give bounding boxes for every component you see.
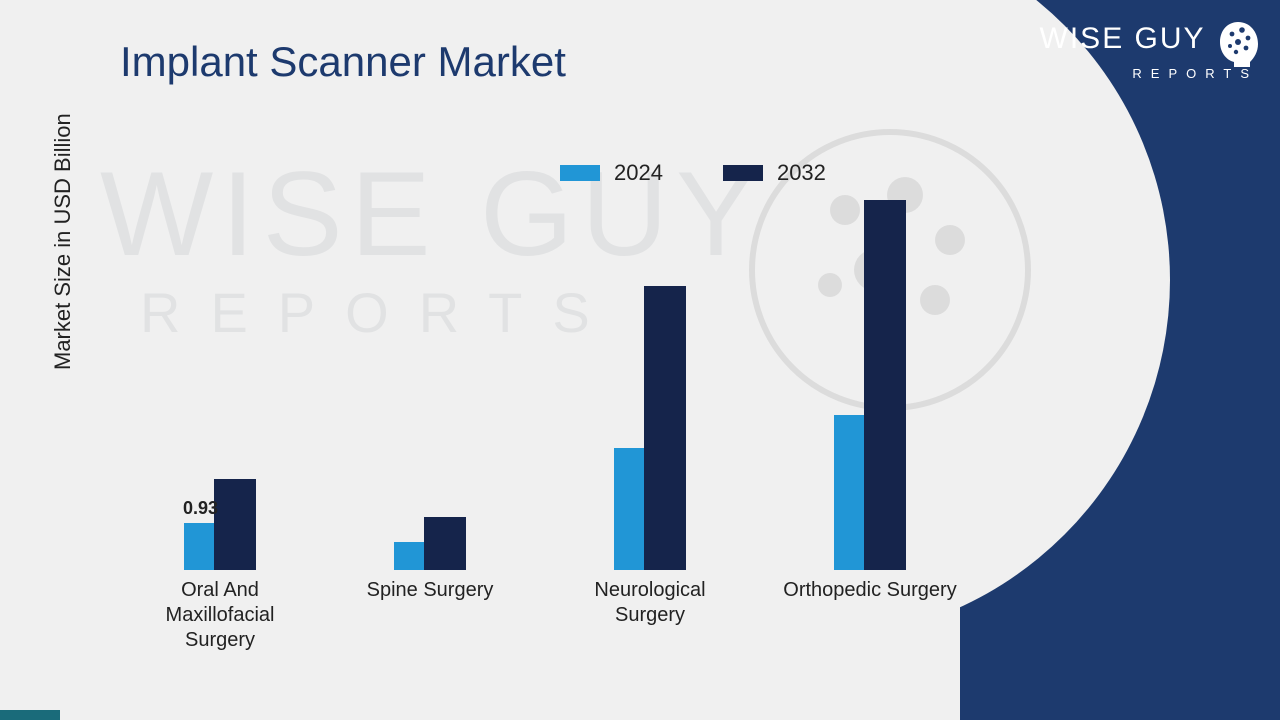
legend-label-2024: 2024 — [614, 160, 663, 186]
bottom-accent-bar — [0, 710, 60, 720]
brand-head-icon — [1216, 20, 1260, 68]
page-root: WISE GUY REPORTS WISE GUY REPORTS Implan… — [0, 0, 1280, 720]
chart-title: Implant Scanner Market — [120, 38, 566, 86]
bar-value-label: 0.93 — [183, 498, 218, 519]
bar-2032 — [864, 200, 906, 570]
legend-swatch-2032 — [723, 165, 763, 181]
legend: 2024 2032 — [560, 160, 826, 186]
category-label: Neurological Surgery — [560, 578, 740, 628]
bar-2032 — [424, 517, 466, 570]
chart-plot-area: 0.93Oral And Maxillofacial SurgerySpine … — [120, 190, 950, 570]
legend-item-2024: 2024 — [560, 160, 663, 186]
category-label: Spine Surgery — [340, 578, 520, 603]
y-axis-label: Market Size in USD Billion — [50, 113, 76, 370]
brand-logo: WISE GUY REPORTS — [1040, 20, 1260, 81]
category-label: Orthopedic Surgery — [780, 578, 960, 603]
brand-line1: WISE GUY — [1040, 22, 1206, 55]
legend-item-2032: 2032 — [723, 160, 826, 186]
legend-swatch-2024 — [560, 165, 600, 181]
right-brand-panel — [960, 0, 1280, 720]
bar-2032 — [644, 286, 686, 570]
category-label: Oral And Maxillofacial Surgery — [130, 578, 310, 653]
bar-2032 — [214, 479, 256, 570]
legend-label-2032: 2032 — [777, 160, 826, 186]
brand-line2: REPORTS — [1040, 66, 1260, 81]
